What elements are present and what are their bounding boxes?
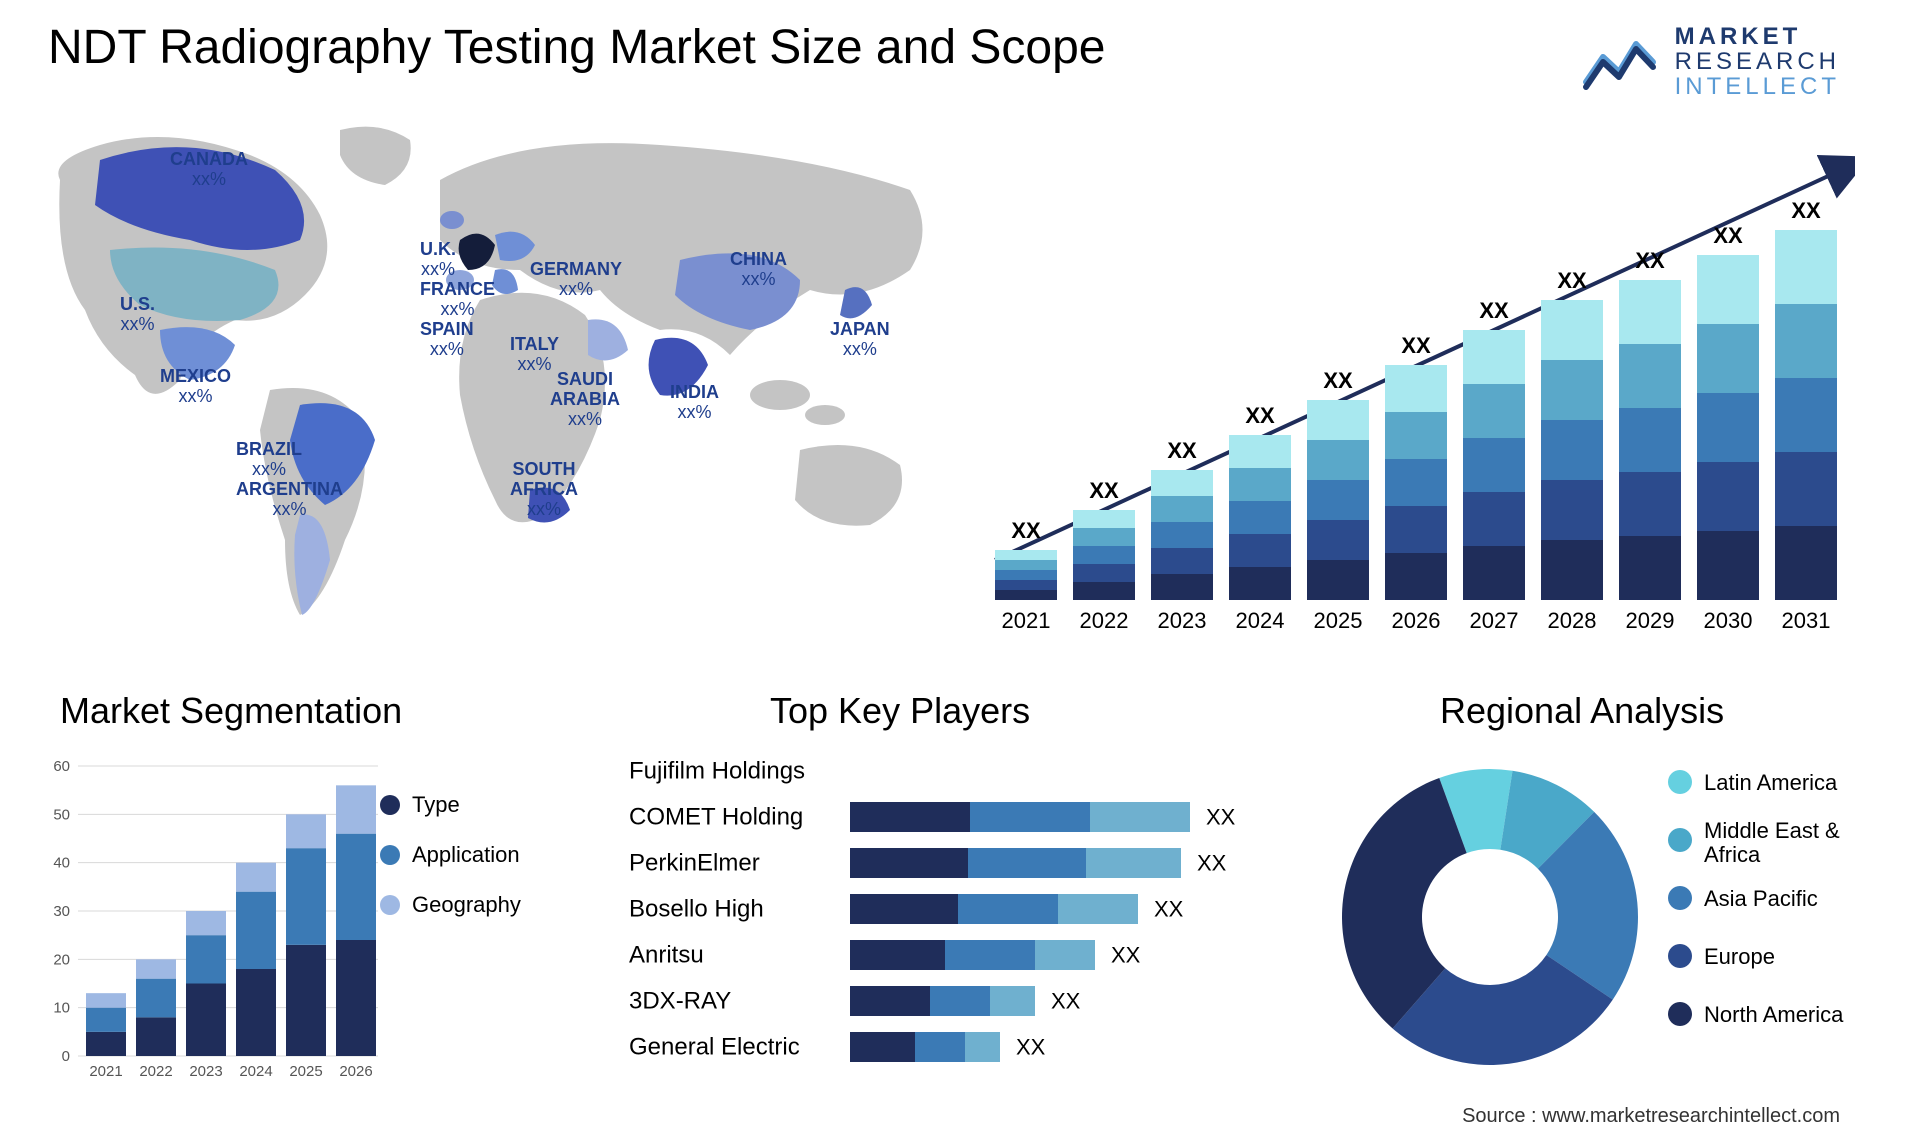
logo-icon — [1581, 32, 1661, 92]
svg-text:2026: 2026 — [339, 1063, 372, 1080]
svg-text:2031: 2031 — [1782, 608, 1831, 633]
svg-text:2021: 2021 — [89, 1063, 122, 1080]
svg-text:Latin America: Latin America — [1704, 770, 1838, 795]
svg-text:20: 20 — [53, 951, 70, 968]
regional-chart: Latin America Middle East &Africa Asia Pac… — [1340, 752, 1880, 1082]
svg-text:60: 60 — [53, 758, 70, 775]
legend-label: Type — [412, 792, 460, 818]
svg-text:XX: XX — [1635, 248, 1665, 273]
brand-logo: MARKET RESEARCH INTELLECT — [1581, 24, 1840, 100]
legend-swatch — [380, 795, 400, 815]
svg-text:XX: XX — [1167, 438, 1197, 463]
regional-title: Regional Analysis — [1440, 690, 1724, 732]
svg-text:XX: XX — [1245, 403, 1275, 428]
legend-item: Type — [380, 780, 521, 830]
map-label: CHINAxx% — [730, 250, 787, 290]
svg-text:XX: XX — [1197, 851, 1227, 876]
svg-text:XX: XX — [1323, 368, 1353, 393]
svg-text:2030: 2030 — [1704, 608, 1753, 633]
map-label: FRANCExx% — [420, 280, 495, 320]
legend-swatch — [380, 895, 400, 915]
world-map: CANADAxx% U.S.xx%MEXICOxx%BRAZILxx%ARGENT… — [40, 120, 940, 640]
svg-text:40: 40 — [53, 855, 70, 872]
svg-text:XX: XX — [1154, 897, 1184, 922]
legend-label: Application — [412, 842, 520, 868]
svg-text:3DX-RAY: 3DX-RAY — [629, 988, 731, 1015]
svg-text:Asia Pacific: Asia Pacific — [1704, 886, 1818, 911]
map-label: U.S.xx% — [120, 295, 155, 335]
svg-text:2021: 2021 — [1002, 608, 1051, 633]
map-label: CANADAxx% — [170, 150, 248, 190]
svg-text:0: 0 — [62, 1048, 70, 1065]
map-label: ARGENTINAxx% — [236, 480, 343, 520]
svg-text:2023: 2023 — [1158, 608, 1207, 633]
segmentation-legend: Type Application Geography — [380, 780, 521, 930]
svg-text:Europe: Europe — [1704, 944, 1775, 969]
svg-text:XX: XX — [1016, 1035, 1046, 1060]
logo-line2: RESEARCH — [1675, 49, 1840, 74]
legend-swatch — [380, 845, 400, 865]
svg-text:Middle East &: Middle East & — [1704, 818, 1840, 843]
logo-line3: INTELLECT — [1675, 74, 1840, 99]
svg-text:2025: 2025 — [289, 1063, 322, 1080]
svg-text:2026: 2026 — [1392, 608, 1441, 633]
svg-text:North America: North America — [1704, 1002, 1844, 1027]
svg-text:PerkinElmer: PerkinElmer — [629, 850, 760, 877]
svg-text:XX: XX — [1111, 943, 1141, 968]
svg-text:XX: XX — [1011, 518, 1041, 543]
svg-text:2025: 2025 — [1314, 608, 1363, 633]
svg-text:XX: XX — [1089, 478, 1119, 503]
map-label: GERMANYxx% — [530, 260, 622, 300]
svg-text:XX: XX — [1206, 805, 1236, 830]
logo-line1: MARKET — [1675, 24, 1840, 49]
map-label: JAPANxx% — [830, 320, 890, 360]
svg-text:50: 50 — [53, 806, 70, 823]
legend-item: Geography — [380, 880, 521, 930]
svg-text:2024: 2024 — [1236, 608, 1285, 633]
svg-text:XX: XX — [1557, 268, 1587, 293]
svg-text:Bosello High: Bosello High — [629, 896, 764, 923]
page-title: NDT Radiography Testing Market Size and … — [48, 20, 1105, 75]
svg-text:XX: XX — [1401, 333, 1431, 358]
map-label: ITALYxx% — [510, 335, 559, 375]
map-label: BRAZILxx% — [236, 440, 302, 480]
growth-chart: XX 2021 XX 2022 XX 2023 XX 2024 XX 2025 XX 2026 XX 20… — [985, 130, 1855, 650]
svg-text:Africa: Africa — [1704, 842, 1761, 867]
players-title: Top Key Players — [770, 690, 1030, 732]
svg-text:2022: 2022 — [139, 1063, 172, 1080]
map-label: SAUDIARABIAxx% — [550, 370, 620, 429]
legend-item: Application — [380, 830, 521, 880]
svg-text:Fujifilm Holdings: Fujifilm Holdings — [629, 758, 805, 785]
svg-text:2027: 2027 — [1470, 608, 1519, 633]
svg-text:Anritsu: Anritsu — [629, 942, 704, 969]
svg-text:XX: XX — [1479, 298, 1509, 323]
map-label: SPAINxx% — [420, 320, 474, 360]
map-label: MEXICOxx% — [160, 367, 231, 407]
svg-text:COMET Holding: COMET Holding — [629, 804, 803, 831]
map-label: SOUTHAFRICAxx% — [510, 460, 578, 519]
svg-text:General Electric: General Electric — [629, 1034, 800, 1061]
source-attribution: Source : www.marketresearchintellect.com — [1462, 1105, 1840, 1128]
svg-text:30: 30 — [53, 903, 70, 920]
svg-text:2024: 2024 — [239, 1063, 272, 1080]
svg-text:2022: 2022 — [1080, 608, 1129, 633]
svg-text:2023: 2023 — [189, 1063, 222, 1080]
svg-text:2028: 2028 — [1548, 608, 1597, 633]
svg-text:XX: XX — [1791, 198, 1821, 223]
players-chart: Fujifilm Holdings COMET Holding XX PerkinEl… — [625, 746, 1305, 1086]
segmentation-title: Market Segmentation — [60, 690, 402, 732]
legend-label: Geography — [412, 892, 521, 918]
svg-text:XX: XX — [1051, 989, 1081, 1014]
svg-text:XX: XX — [1713, 223, 1743, 248]
map-label: INDIAxx% — [670, 383, 719, 423]
svg-text:10: 10 — [53, 1000, 70, 1017]
map-label: U.K.xx% — [420, 240, 456, 280]
svg-text:2029: 2029 — [1626, 608, 1675, 633]
